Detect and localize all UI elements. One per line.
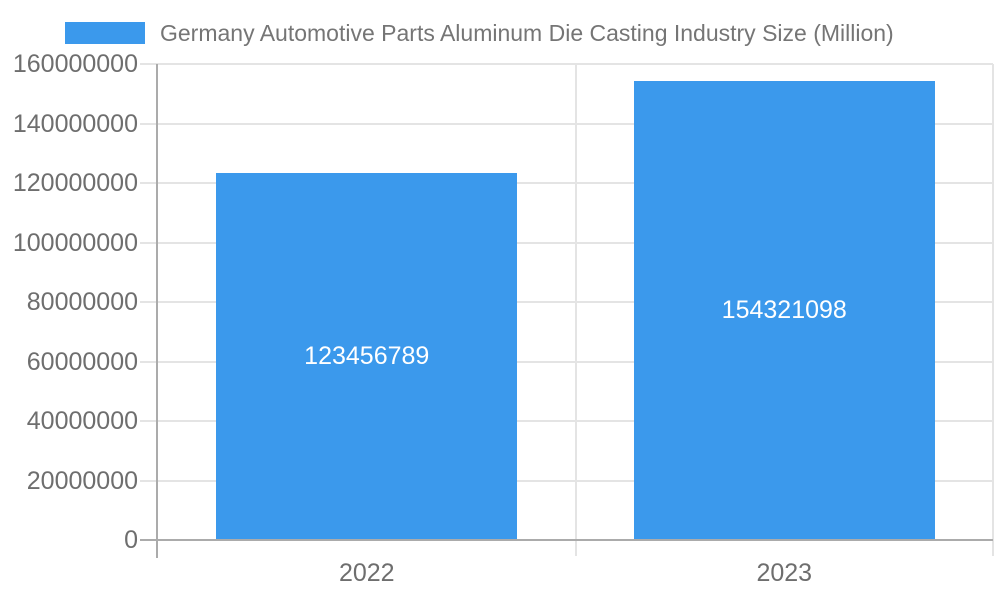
vertical-gridline <box>992 64 994 556</box>
horizontal-gridline <box>140 122 993 125</box>
vertical-gridline <box>574 64 577 556</box>
bar-value-label: 154321098 <box>721 296 847 325</box>
bar-2022[interactable] <box>216 172 518 540</box>
bar-2023[interactable] <box>633 80 935 540</box>
y-axis-label: 140000000 <box>12 109 138 138</box>
bar-value-label: 123456789 <box>304 342 430 371</box>
y-axis-label: 60000000 <box>26 347 138 376</box>
horizontal-gridline <box>140 301 993 303</box>
y-axis-line <box>156 64 158 558</box>
x-axis-label: 2022 <box>338 559 395 587</box>
horizontal-gridline <box>140 420 993 422</box>
y-axis-label: 160000000 <box>12 50 138 78</box>
y-axis-label: 80000000 <box>26 288 138 316</box>
horizontal-gridline <box>140 360 993 363</box>
legend-swatch <box>65 22 145 44</box>
y-axis-label: 100000000 <box>12 228 138 257</box>
x-axis-label: 2023 <box>756 559 813 587</box>
y-axis-label: 0 <box>124 526 138 554</box>
legend-label: Germany Automotive Parts Aluminum Die Ca… <box>160 20 894 46</box>
horizontal-gridline <box>140 479 993 482</box>
y-axis-label: 20000000 <box>26 466 138 495</box>
horizontal-gridline <box>140 241 993 244</box>
horizontal-gridline <box>140 63 993 65</box>
y-axis-label: 40000000 <box>26 407 138 435</box>
horizontal-gridline <box>140 182 993 184</box>
y-axis-label: 120000000 <box>12 169 138 197</box>
x-axis-baseline <box>140 539 993 541</box>
legend: Germany Automotive Parts Aluminum Die Ca… <box>0 0 1000 56</box>
